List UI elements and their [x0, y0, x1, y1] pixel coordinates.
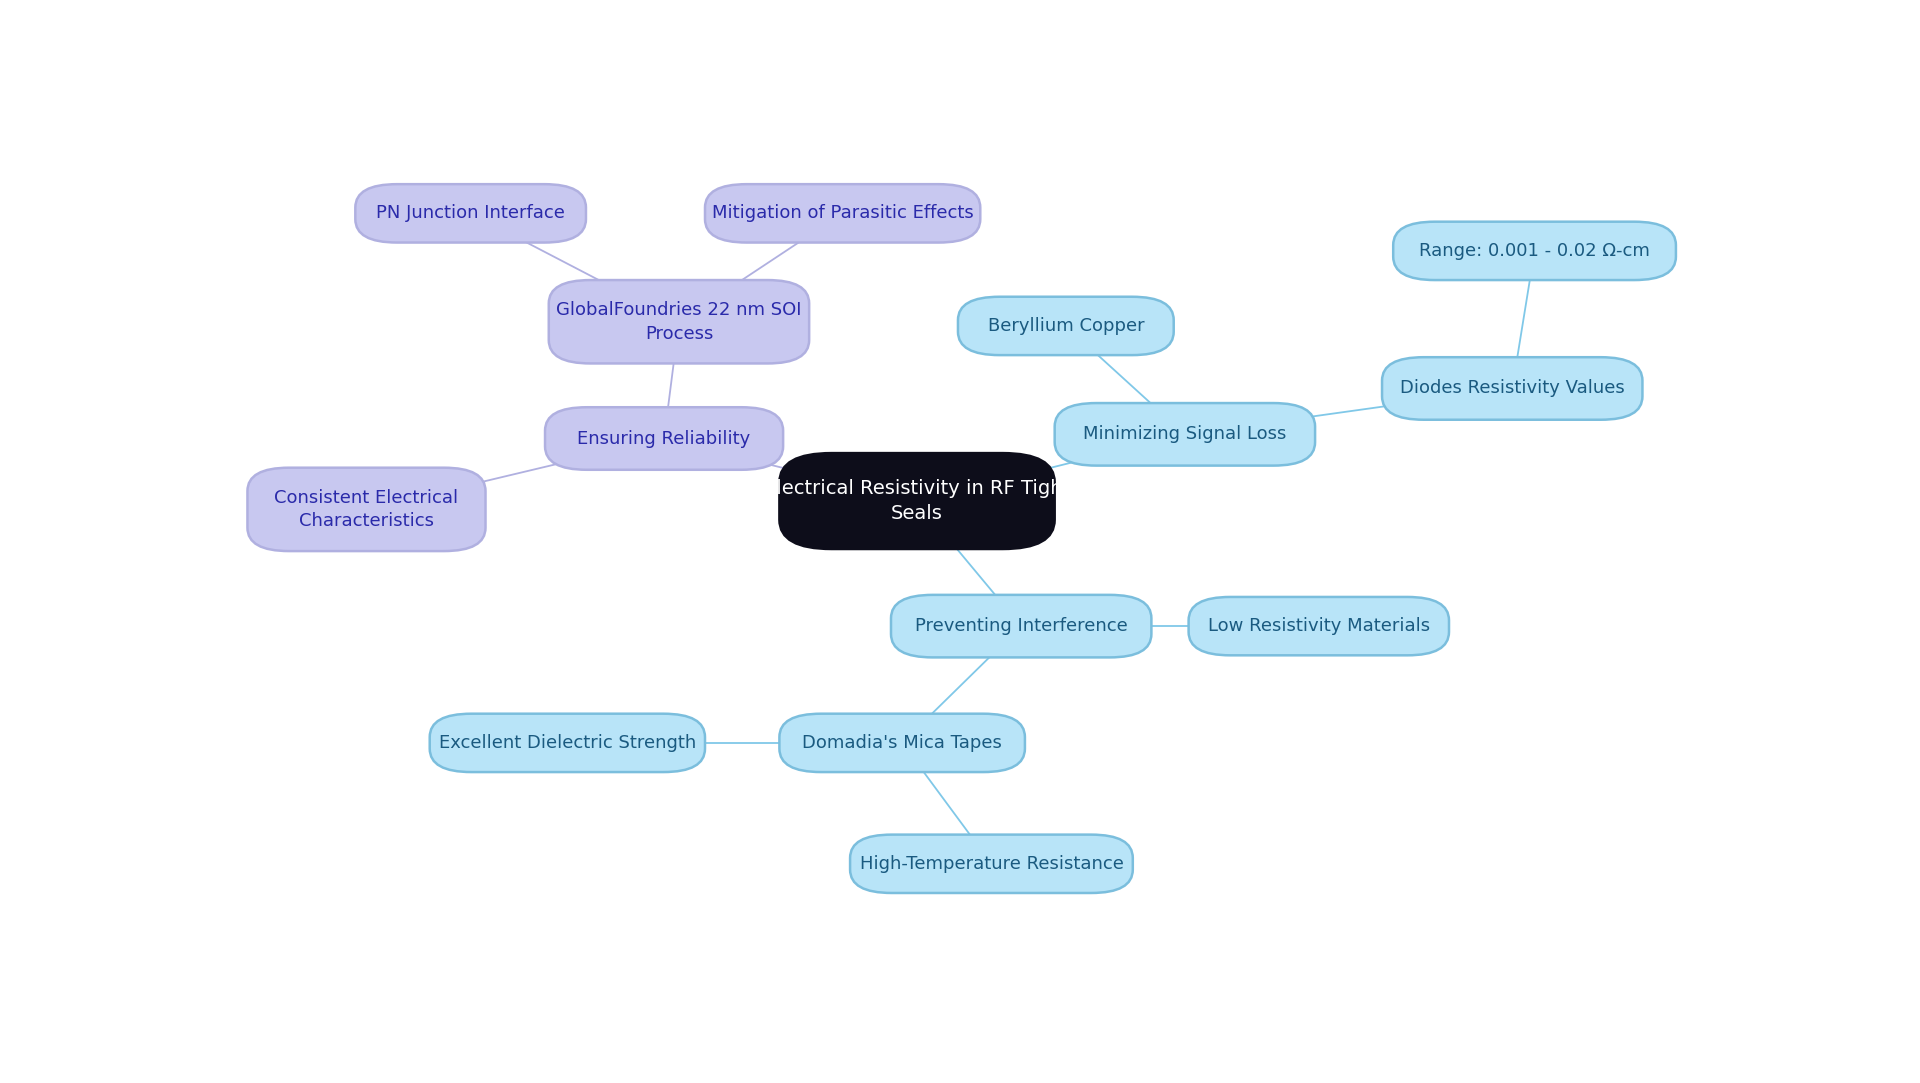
FancyBboxPatch shape [545, 407, 783, 470]
Text: Consistent Electrical
Characteristics: Consistent Electrical Characteristics [275, 488, 459, 531]
Text: Excellent Dielectric Strength: Excellent Dielectric Strength [440, 734, 695, 752]
Text: High-Temperature Resistance: High-Temperature Resistance [860, 854, 1123, 873]
Text: Diodes Resistivity Values: Diodes Resistivity Values [1400, 379, 1624, 397]
Text: Low Resistivity Materials: Low Resistivity Materials [1208, 617, 1430, 635]
Text: Electrical Resistivity in RF Tight
Seals: Electrical Resistivity in RF Tight Seals [764, 479, 1069, 523]
FancyBboxPatch shape [1188, 597, 1450, 655]
FancyBboxPatch shape [1394, 222, 1676, 280]
FancyBboxPatch shape [780, 453, 1054, 549]
FancyBboxPatch shape [958, 297, 1173, 355]
Text: Preventing Interference: Preventing Interference [914, 617, 1127, 635]
Text: PN Junction Interface: PN Junction Interface [376, 205, 564, 222]
Text: Domadia's Mica Tapes: Domadia's Mica Tapes [803, 734, 1002, 752]
FancyBboxPatch shape [248, 468, 486, 551]
FancyBboxPatch shape [851, 835, 1133, 893]
Text: Beryllium Copper: Beryllium Copper [987, 317, 1144, 335]
FancyBboxPatch shape [549, 280, 808, 364]
FancyBboxPatch shape [1054, 403, 1315, 466]
FancyBboxPatch shape [1382, 357, 1642, 420]
Text: GlobalFoundries 22 nm SOI
Process: GlobalFoundries 22 nm SOI Process [557, 301, 803, 342]
FancyBboxPatch shape [430, 714, 705, 772]
FancyBboxPatch shape [705, 184, 981, 243]
FancyBboxPatch shape [891, 595, 1152, 657]
Text: Ensuring Reliability: Ensuring Reliability [578, 430, 751, 447]
FancyBboxPatch shape [780, 714, 1025, 772]
Text: Range: 0.001 - 0.02 Ω-cm: Range: 0.001 - 0.02 Ω-cm [1419, 242, 1649, 260]
Text: Minimizing Signal Loss: Minimizing Signal Loss [1083, 426, 1286, 443]
FancyBboxPatch shape [355, 184, 586, 243]
Text: Mitigation of Parasitic Effects: Mitigation of Parasitic Effects [712, 205, 973, 222]
